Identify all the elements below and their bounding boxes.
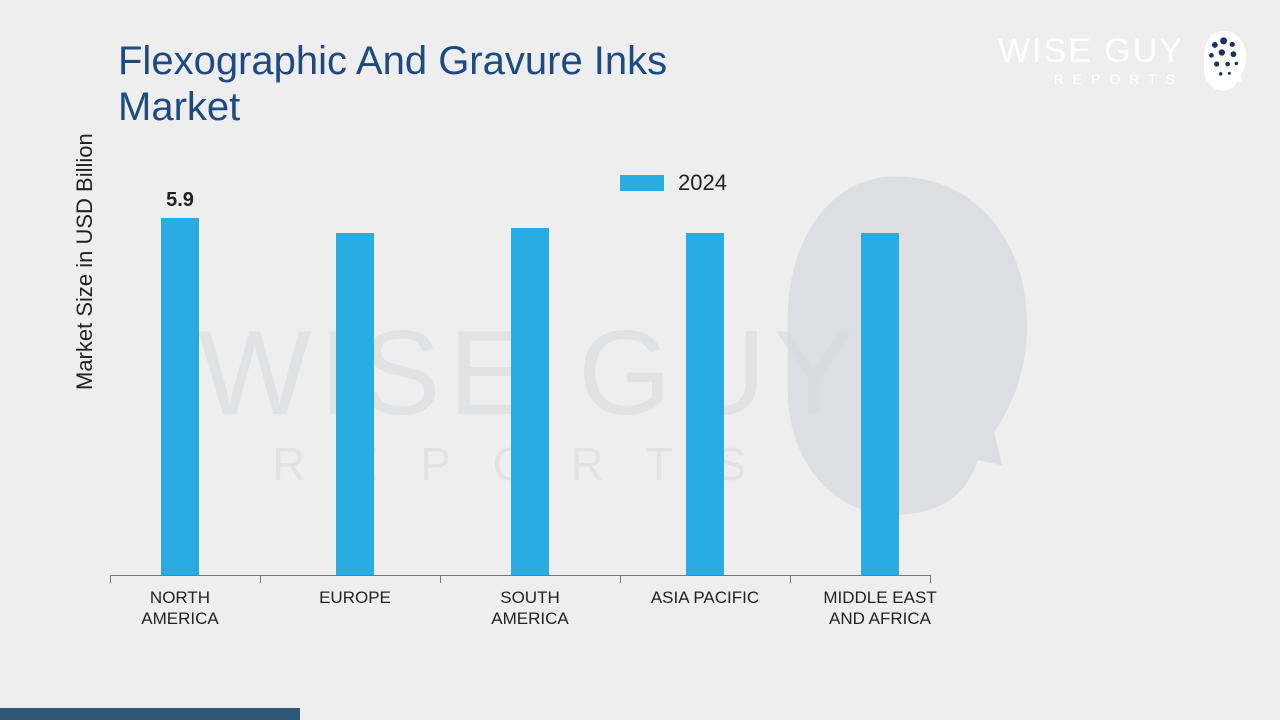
category-label: ASIA PACIFIC: [635, 587, 775, 608]
category-label: MIDDLE EAST AND AFRICA: [810, 587, 950, 630]
legend-swatch: [620, 175, 664, 191]
head-icon: [1194, 28, 1252, 92]
axis-tick: [260, 575, 261, 583]
legend-label: 2024: [678, 170, 727, 196]
axis-tick: [620, 575, 621, 583]
right-panel: [970, 0, 1280, 720]
bar: [686, 233, 724, 575]
chart-title: Flexographic And Gravure Inks Market: [118, 38, 758, 130]
brand-logo: WISE GUY REPORTS: [987, 28, 1252, 92]
bar: [336, 233, 374, 575]
y-axis-label: Market Size in USD Billion: [72, 133, 98, 390]
brand-logo-text: WISE GUY REPORTS: [998, 34, 1184, 86]
bottom-accent-bar: [0, 708, 300, 720]
brand-logo-sub: REPORTS: [998, 72, 1184, 87]
bar-value-label: 5.9: [166, 189, 194, 212]
axis-tick: [790, 575, 791, 583]
bar: 5.9: [161, 218, 199, 575]
category-label: SOUTH AMERICA: [460, 587, 600, 630]
bar: [511, 228, 549, 575]
category-label: EUROPE: [285, 587, 425, 608]
brand-logo-main: WISE GUY: [998, 34, 1184, 70]
axis-tick: [440, 575, 441, 583]
chart-legend: 2024: [620, 170, 727, 196]
x-axis-line: [110, 575, 930, 576]
chart-stage: WISE GUY REPORTS WISE GUY REPORTS Flexog…: [0, 0, 1280, 720]
axis-tick: [110, 575, 111, 583]
bar: [861, 233, 899, 575]
category-label: NORTH AMERICA: [110, 587, 250, 630]
axis-tick: [930, 575, 931, 583]
